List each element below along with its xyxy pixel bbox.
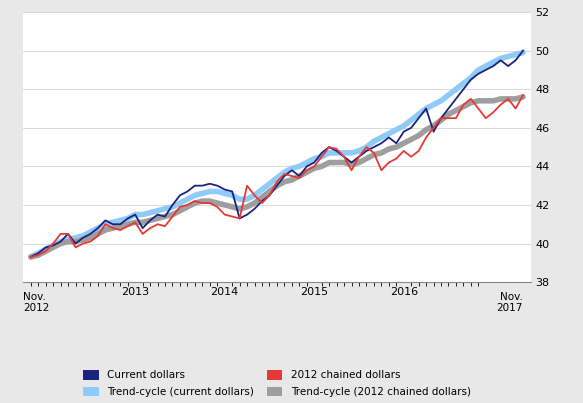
Legend: Current dollars, Trend-cycle (current dollars), 2012 chained dollars, Trend-cycl: Current dollars, Trend-cycle (current do…	[79, 366, 475, 401]
Text: Nov.
2012: Nov. 2012	[23, 292, 50, 314]
Text: Nov.
2017: Nov. 2017	[497, 292, 523, 314]
